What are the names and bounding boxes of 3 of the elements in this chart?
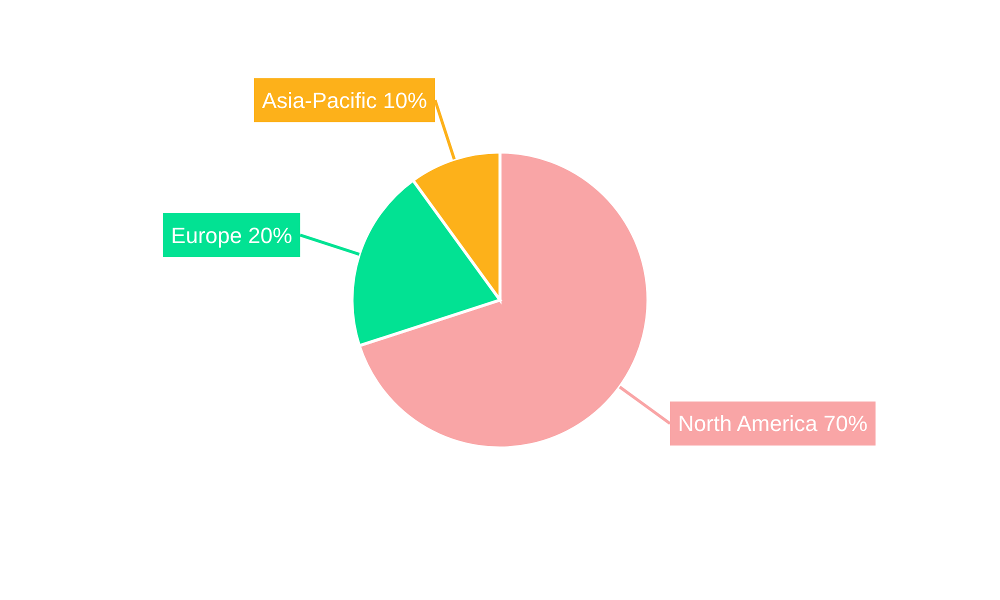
slice-label: Europe 20%	[171, 222, 292, 248]
slice-label: North America 70%	[678, 411, 868, 436]
slice-label: Asia-Pacific 10%	[262, 88, 428, 113]
